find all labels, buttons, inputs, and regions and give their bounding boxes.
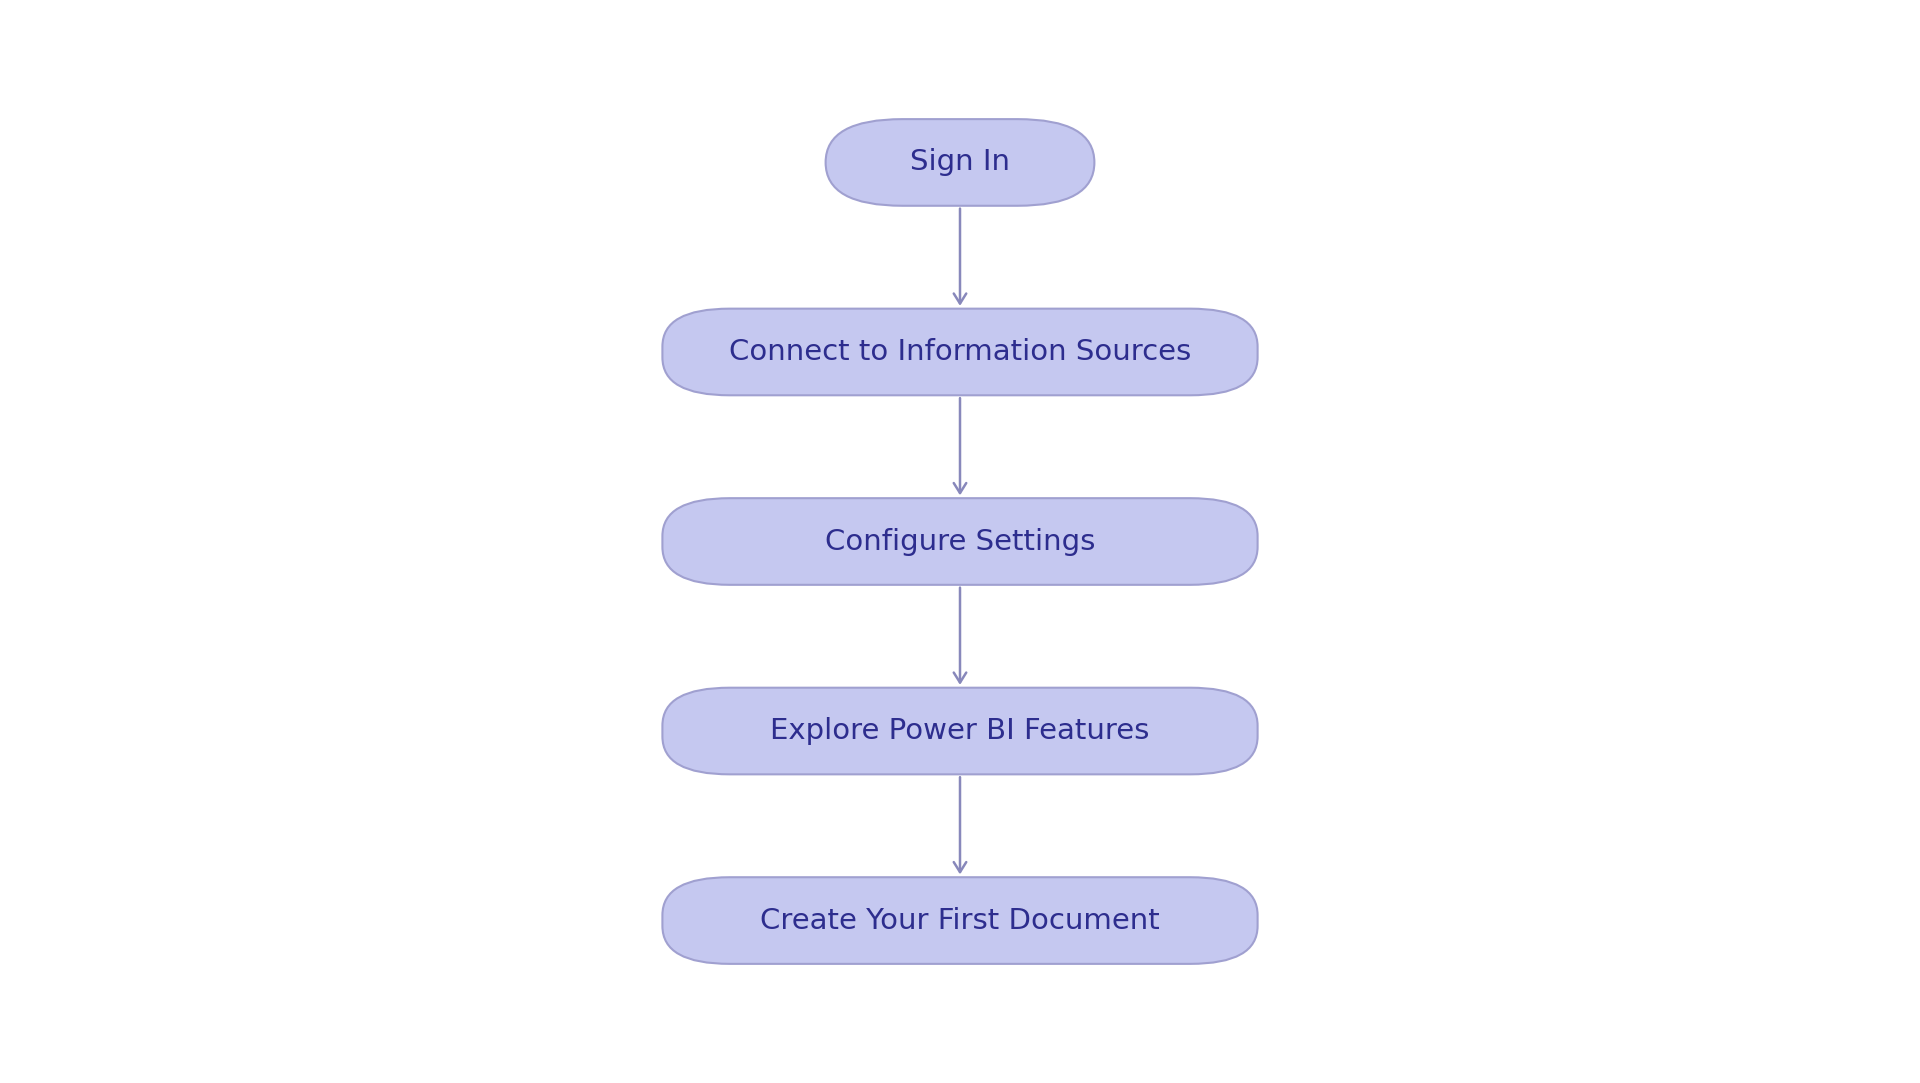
Text: Configure Settings: Configure Settings — [826, 527, 1094, 556]
Text: Sign In: Sign In — [910, 148, 1010, 177]
FancyBboxPatch shape — [662, 498, 1258, 585]
FancyBboxPatch shape — [662, 877, 1258, 964]
Text: Explore Power BI Features: Explore Power BI Features — [770, 717, 1150, 745]
FancyBboxPatch shape — [826, 119, 1094, 206]
Text: Create Your First Document: Create Your First Document — [760, 906, 1160, 935]
FancyBboxPatch shape — [662, 688, 1258, 774]
Text: Connect to Information Sources: Connect to Information Sources — [730, 338, 1190, 366]
FancyBboxPatch shape — [662, 309, 1258, 395]
